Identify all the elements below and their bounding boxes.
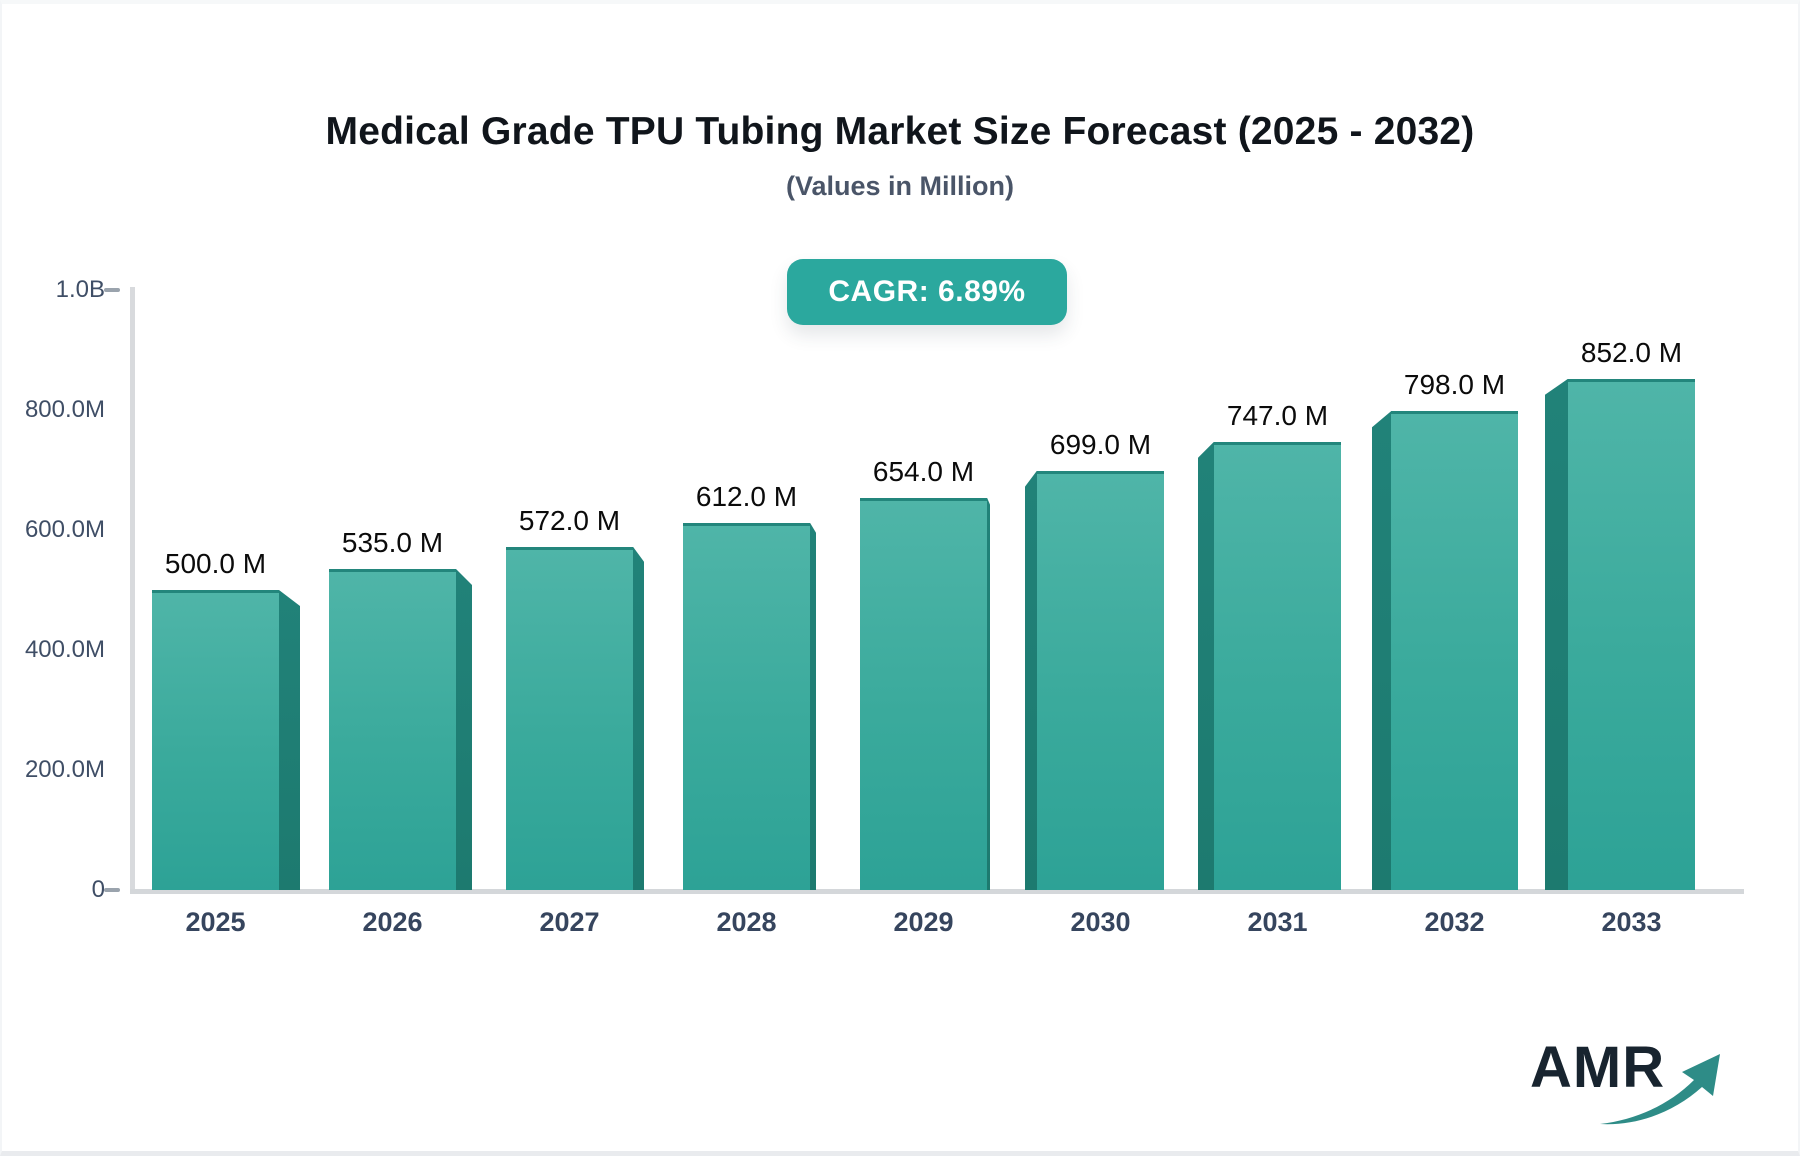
x-axis-label: 2033 [1601, 907, 1662, 937]
bar [1037, 470, 1164, 890]
bar-value-label: 500.0 M [164, 548, 267, 579]
y-axis-line [130, 287, 135, 894]
bar-value-label: 535.0 M [341, 527, 444, 558]
bar [1391, 411, 1518, 890]
bar [152, 590, 279, 890]
y-axis-tick-label: 1.0B [55, 276, 105, 303]
y-axis-tick-mark [104, 288, 120, 292]
bar-3d-side [1025, 470, 1037, 890]
chart-title: Medical Grade TPU Tubing Market Size For… [325, 110, 1475, 153]
y-axis-tick-label: 200.0M [24, 756, 105, 783]
bar-value-label: 572.0 M [518, 504, 621, 536]
bar [1568, 378, 1695, 890]
y-axis-tick-label: 400.0M [24, 636, 105, 663]
bar [860, 497, 987, 890]
bar-3d-side [810, 522, 816, 890]
bar-3d-side [633, 546, 644, 890]
bar [683, 522, 810, 890]
x-axis-line [130, 889, 1744, 894]
x-axis-label: 2032 [1424, 907, 1485, 937]
bar [329, 569, 456, 890]
bar-value-label: 852.0 M [1580, 336, 1683, 368]
x-axis-label: 2029 [893, 907, 954, 937]
bar-3d-side [1198, 441, 1214, 890]
x-axis-label: 2031 [1247, 907, 1308, 937]
chart-subtitle: (Values in Million) [785, 171, 1015, 201]
x-axis-label: 2028 [716, 907, 777, 937]
cagr-badge: CAGR: 6.89% [787, 259, 1067, 325]
x-axis-label: 2030 [1070, 907, 1131, 937]
bar-value-label: 747.0 M [1226, 399, 1329, 431]
bar-3d-side [1372, 411, 1391, 890]
bar-value-label: 612.0 M [695, 480, 798, 512]
cagr-badge-label: CAGR: 6.89% [828, 275, 1026, 308]
amr-logo: AMR [1530, 1026, 1790, 1136]
bar-value-label: 699.0 M [1049, 428, 1152, 460]
bar-3d-side [279, 590, 300, 890]
bar-3d-side [987, 497, 990, 890]
growth-arrow-icon [1600, 1054, 1720, 1125]
y-axis-tick-label: 0 [91, 876, 105, 903]
bar-value-label: 798.0 M [1403, 369, 1506, 401]
x-axis-label: 2027 [539, 907, 600, 937]
bar-3d-side [1545, 378, 1568, 890]
y-axis-tick-label: 800.0M [24, 396, 105, 423]
x-axis-label: 2025 [185, 907, 246, 937]
bar [1214, 441, 1341, 890]
amr-logo-text: AMR [1530, 1035, 1666, 1100]
x-axis-label: 2026 [362, 907, 423, 937]
y-axis-tick-label: 600.0M [24, 516, 105, 543]
y-axis-tick-mark [104, 888, 120, 892]
bar [506, 546, 633, 890]
bar-3d-side [456, 569, 472, 890]
bar-value-label: 654.0 M [872, 455, 975, 487]
